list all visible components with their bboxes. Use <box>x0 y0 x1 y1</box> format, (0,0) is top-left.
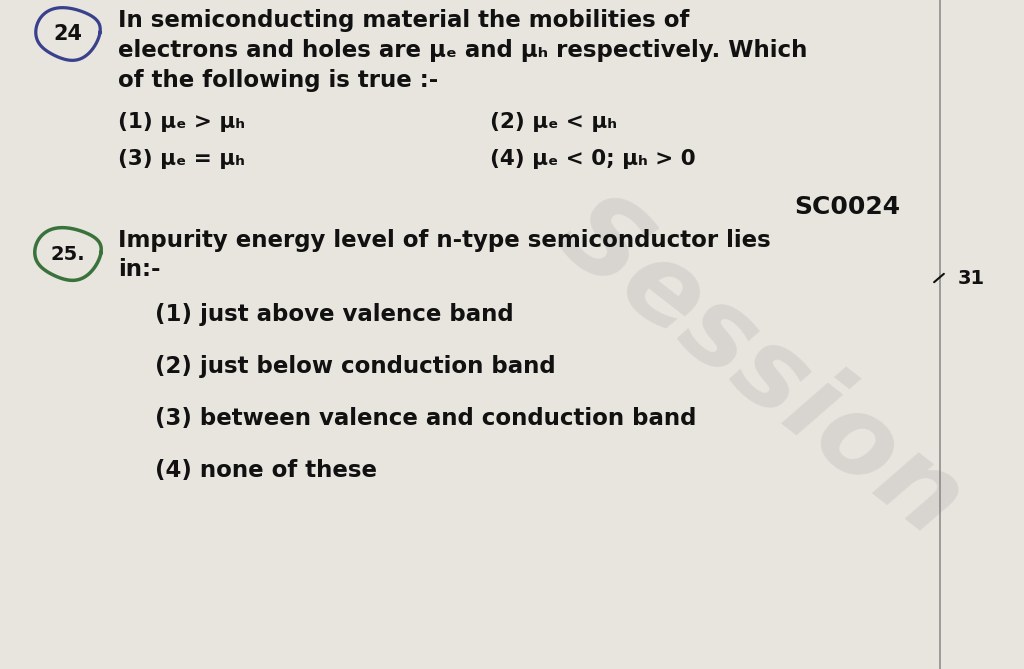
Text: SC0024: SC0024 <box>794 195 900 219</box>
Text: (2) μₑ < μₕ: (2) μₑ < μₕ <box>490 112 617 132</box>
Text: (3) between valence and conduction band: (3) between valence and conduction band <box>155 407 696 429</box>
Text: (2) just below conduction band: (2) just below conduction band <box>155 355 556 377</box>
Text: (1) μₑ > μₕ: (1) μₑ > μₕ <box>118 112 245 132</box>
Text: Impurity energy level of n-type semiconductor lies: Impurity energy level of n-type semicond… <box>118 229 771 252</box>
Text: of the following is true :-: of the following is true :- <box>118 70 438 92</box>
Text: Session: Session <box>538 179 983 559</box>
Text: in:-: in:- <box>118 258 161 280</box>
Text: (3) μₑ = μₕ: (3) μₑ = μₕ <box>118 149 245 169</box>
Text: (4) none of these: (4) none of these <box>155 458 377 482</box>
Text: (4) μₑ < 0; μₕ > 0: (4) μₑ < 0; μₕ > 0 <box>490 149 695 169</box>
Text: electrons and holes are μₑ and μₕ respectively. Which: electrons and holes are μₑ and μₕ respec… <box>118 39 807 62</box>
Text: In semiconducting material the mobilities of: In semiconducting material the mobilitie… <box>118 9 689 33</box>
Text: 25.: 25. <box>50 244 85 264</box>
Text: 24: 24 <box>53 24 83 44</box>
Text: (1) just above valence band: (1) just above valence band <box>155 302 514 326</box>
Text: 31: 31 <box>958 270 985 288</box>
